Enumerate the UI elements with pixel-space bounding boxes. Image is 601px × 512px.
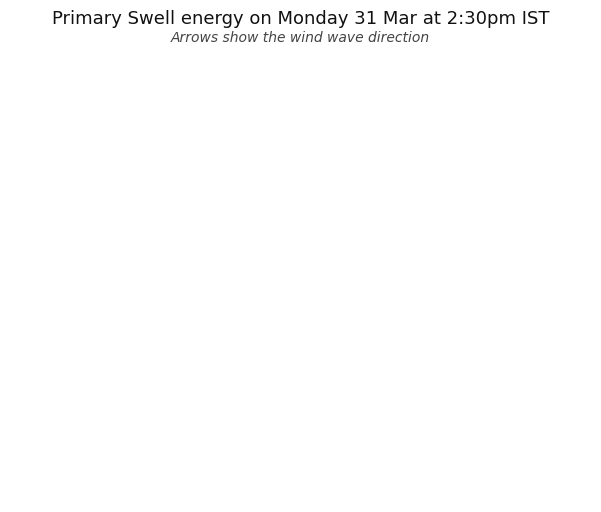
Text: Primary Swell energy on Monday 31 Mar at 2:30pm IST: Primary Swell energy on Monday 31 Mar at… (52, 10, 549, 28)
Text: Arrows show the wind wave direction: Arrows show the wind wave direction (171, 31, 430, 45)
Text: cartopy required: cartopy required (243, 271, 358, 286)
